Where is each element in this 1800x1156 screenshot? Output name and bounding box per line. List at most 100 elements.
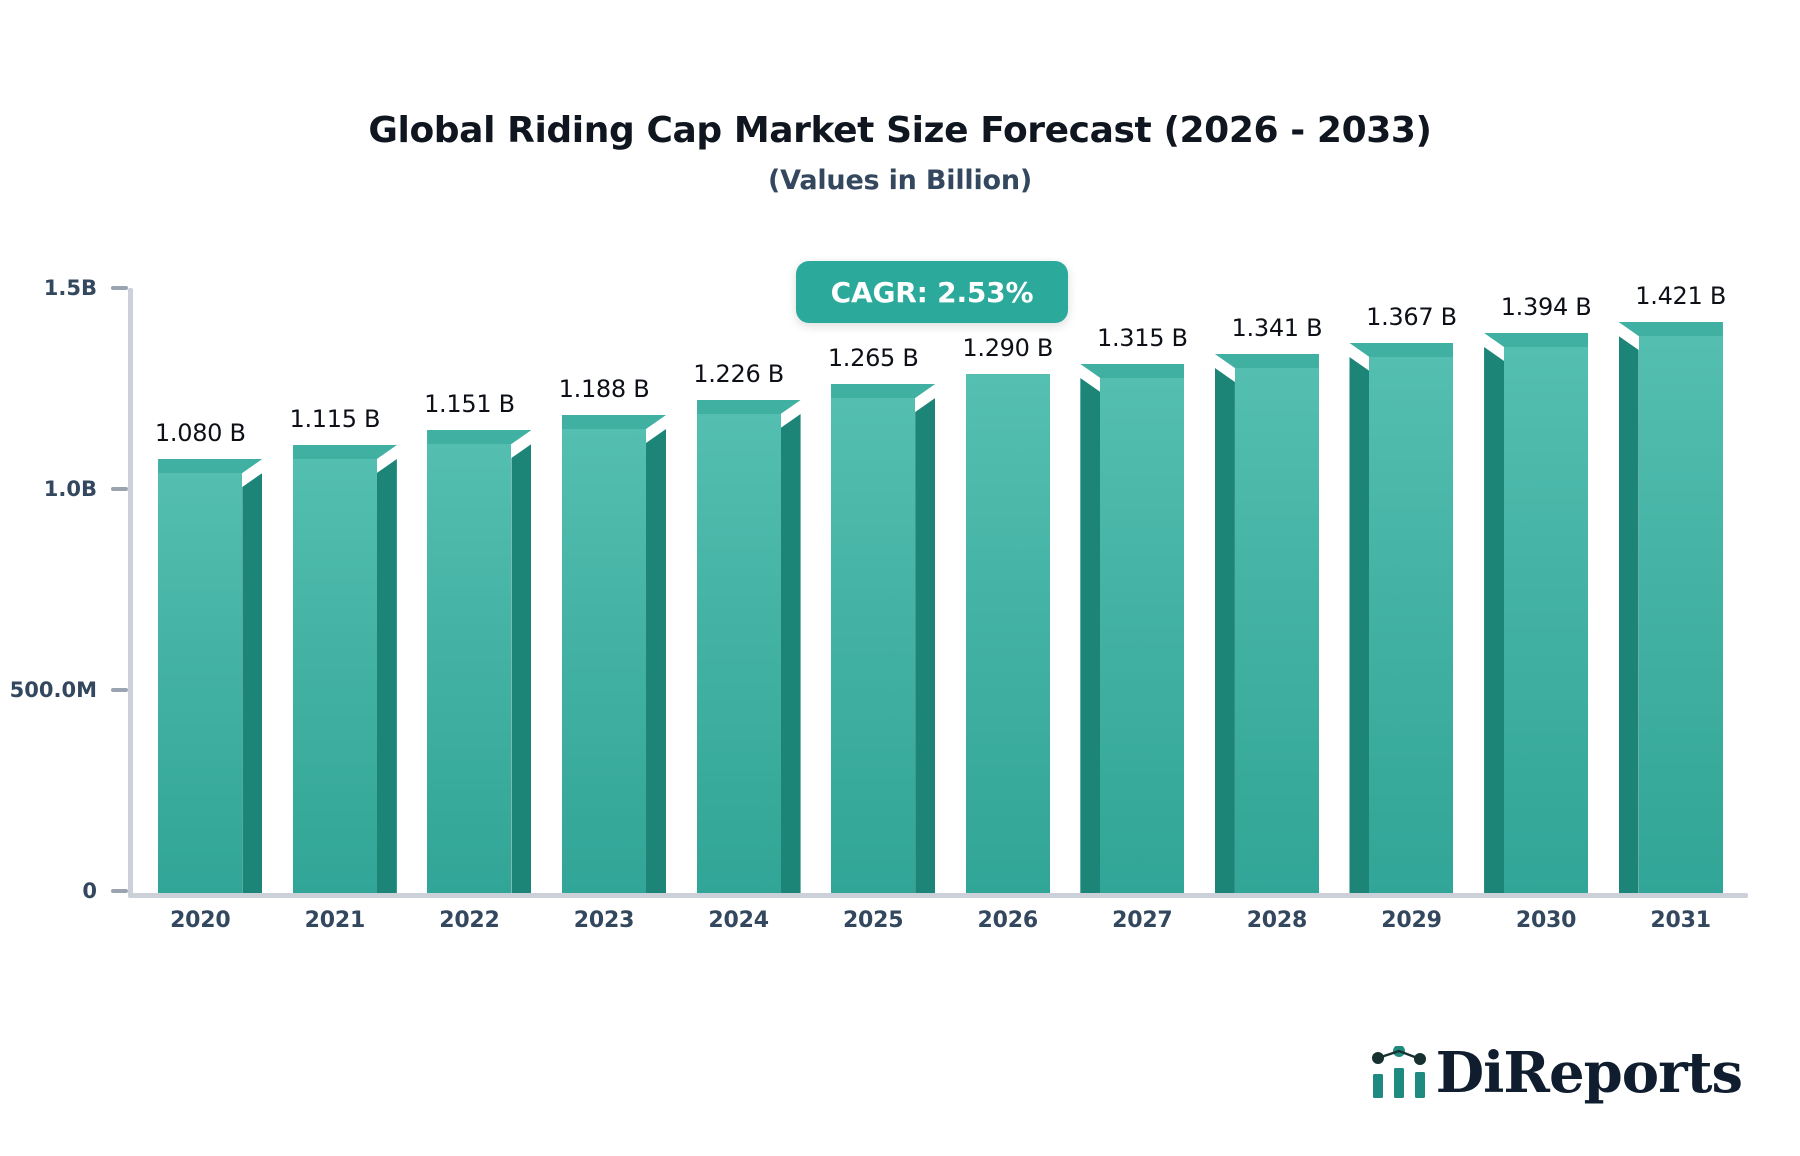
bar-value-label: 1.315 B [1096,324,1188,352]
bar-value-label: 1.341 B [1231,314,1323,342]
x-axis-label: 2031 [1650,908,1711,933]
x-axis-label: 2020 [170,908,231,933]
bar-slot: 1.367 B [1344,290,1479,893]
bar-side-face [1618,336,1639,893]
y-axis-tick-label: 1.5B [43,276,97,300]
x-axis-label: 2023 [573,908,635,933]
logo-wordmark: DiReports [1435,1040,1743,1106]
y-axis-tick: 1.0B [44,477,128,501]
cagr-badge: CAGR: 2.53% [796,261,1068,323]
bar-side-face [1484,347,1505,893]
bar-top-face [427,430,532,444]
bar-value-label: 1.290 B [962,334,1054,362]
bar-front-face [1234,354,1319,893]
x-axis-label-slot: 2027 [1075,908,1210,933]
cagr-badge-label: CAGR: 2.53% [830,275,1034,309]
bar[interactable]: 1.115 B [290,405,397,893]
bar[interactable]: 1.421 B [1618,282,1726,893]
x-axis-line [128,893,1748,898]
bar-front-face [965,374,1050,893]
bar-value-label: 1.265 B [827,344,919,372]
y-axis-tick-label: 500.0M [9,678,97,702]
bar-front-face [831,384,916,893]
bar-top-face [1080,364,1185,378]
x-axis-label: 2028 [1246,908,1308,933]
bar-top-face [1214,354,1319,368]
bar[interactable]: 1.226 B [693,360,801,893]
bar-top-face [292,445,397,459]
bar[interactable]: 1.394 B [1484,293,1592,893]
bar-slot: 1.151 B [402,290,537,893]
page-title: Global Riding Cap Market Size Forecast (… [368,110,1432,151]
bar-front-face [1504,333,1589,893]
bar-side-face [376,459,397,893]
bar-top-face [158,459,263,473]
bar-chart-dots-icon [1371,1046,1426,1098]
bar-front-face [158,459,243,893]
bar-top-face [1618,322,1723,336]
bar[interactable]: 1.080 B [155,419,263,893]
y-axis-line [128,288,133,896]
bar[interactable]: 1.265 B [828,344,936,893]
x-axis-label: 2027 [1112,908,1173,933]
x-axis-label-slot: 2020 [133,908,268,933]
bar-value-label: 1.226 B [693,360,784,388]
bar-top-face [1484,333,1589,347]
x-axis-label: 2029 [1381,908,1442,933]
bar[interactable]: 1.151 B [424,390,532,893]
x-axis-label: 2025 [842,908,904,933]
bar[interactable]: 1.315 B [1080,324,1188,893]
bar[interactable]: 1.188 B [559,375,667,893]
x-axis-label-slot: 2023 [537,908,672,933]
x-axis-label: 2030 [1515,908,1577,933]
x-axis-label: 2022 [439,908,500,933]
x-axis-label-slot: 2028 [1210,908,1345,933]
x-axis-labels: 2020 2021 2022 2023 2024 2025 2026 2027 2028 2029… [133,908,1748,933]
bar-side-face [1080,378,1101,893]
bar-front-face [696,400,781,893]
y-axis-tick-label: 1.0B [43,477,97,501]
x-axis-label: 2024 [708,908,769,933]
bar-top-face [831,384,936,398]
bar-value-label: 1.115 B [289,405,381,433]
x-axis-label: 2021 [304,908,366,933]
x-axis-label-slot: 2029 [1344,908,1479,933]
x-axis-label-slot: 2030 [1479,908,1614,933]
y-axis-tick-mark-icon [111,688,128,692]
bar-slot: 1.265 B [806,290,941,893]
x-axis-label-slot: 2024 [671,908,806,933]
bar-slot: 1.226 B [671,290,806,893]
bar[interactable]: 1.341 B [1214,314,1323,893]
bar[interactable]: 1.367 B [1349,303,1457,893]
chart-subtitle: (Values in Billion) [767,165,1033,197]
bar-value-label: 1.367 B [1366,303,1457,331]
bar-top-face [1349,343,1454,357]
bar-front-face [562,415,647,893]
bar-side-face [1349,357,1370,893]
x-axis-label: 2026 [977,908,1039,933]
bar-side-face [1214,368,1235,893]
bar-series: 1.080 B 1.115 B 1.151 B 1.188 B 1.226 B 1.265… [133,282,1748,893]
bar-front-face [1100,364,1185,893]
bar-side-face [511,444,532,893]
x-axis-label-slot: 2021 [268,908,403,933]
bar-top-face [696,400,801,414]
bar-side-face [780,414,801,893]
bar-side-face [242,473,263,893]
y-axis-tick: 1.5B [44,276,128,300]
x-axis-label-slot: 2025 [806,908,941,933]
bar-slot: 1.341 B [1210,290,1345,893]
bar-front-face [427,430,512,893]
bar-front-face [1369,343,1454,893]
bar-slot: 1.290 B [940,290,1075,893]
bar-front-face [1638,322,1723,893]
bar-slot: 1.315 B [1075,290,1210,893]
bar-value-label: 1.394 B [1500,293,1592,321]
x-axis-label-slot: 2026 [940,908,1075,933]
bar-slot: 1.115 B [268,290,403,893]
bar-side-face [646,429,667,893]
y-axis-tick-label: 0 [82,879,97,903]
bar-slot: 1.188 B [537,290,672,893]
bar[interactable]: 1.290 B [962,334,1053,893]
